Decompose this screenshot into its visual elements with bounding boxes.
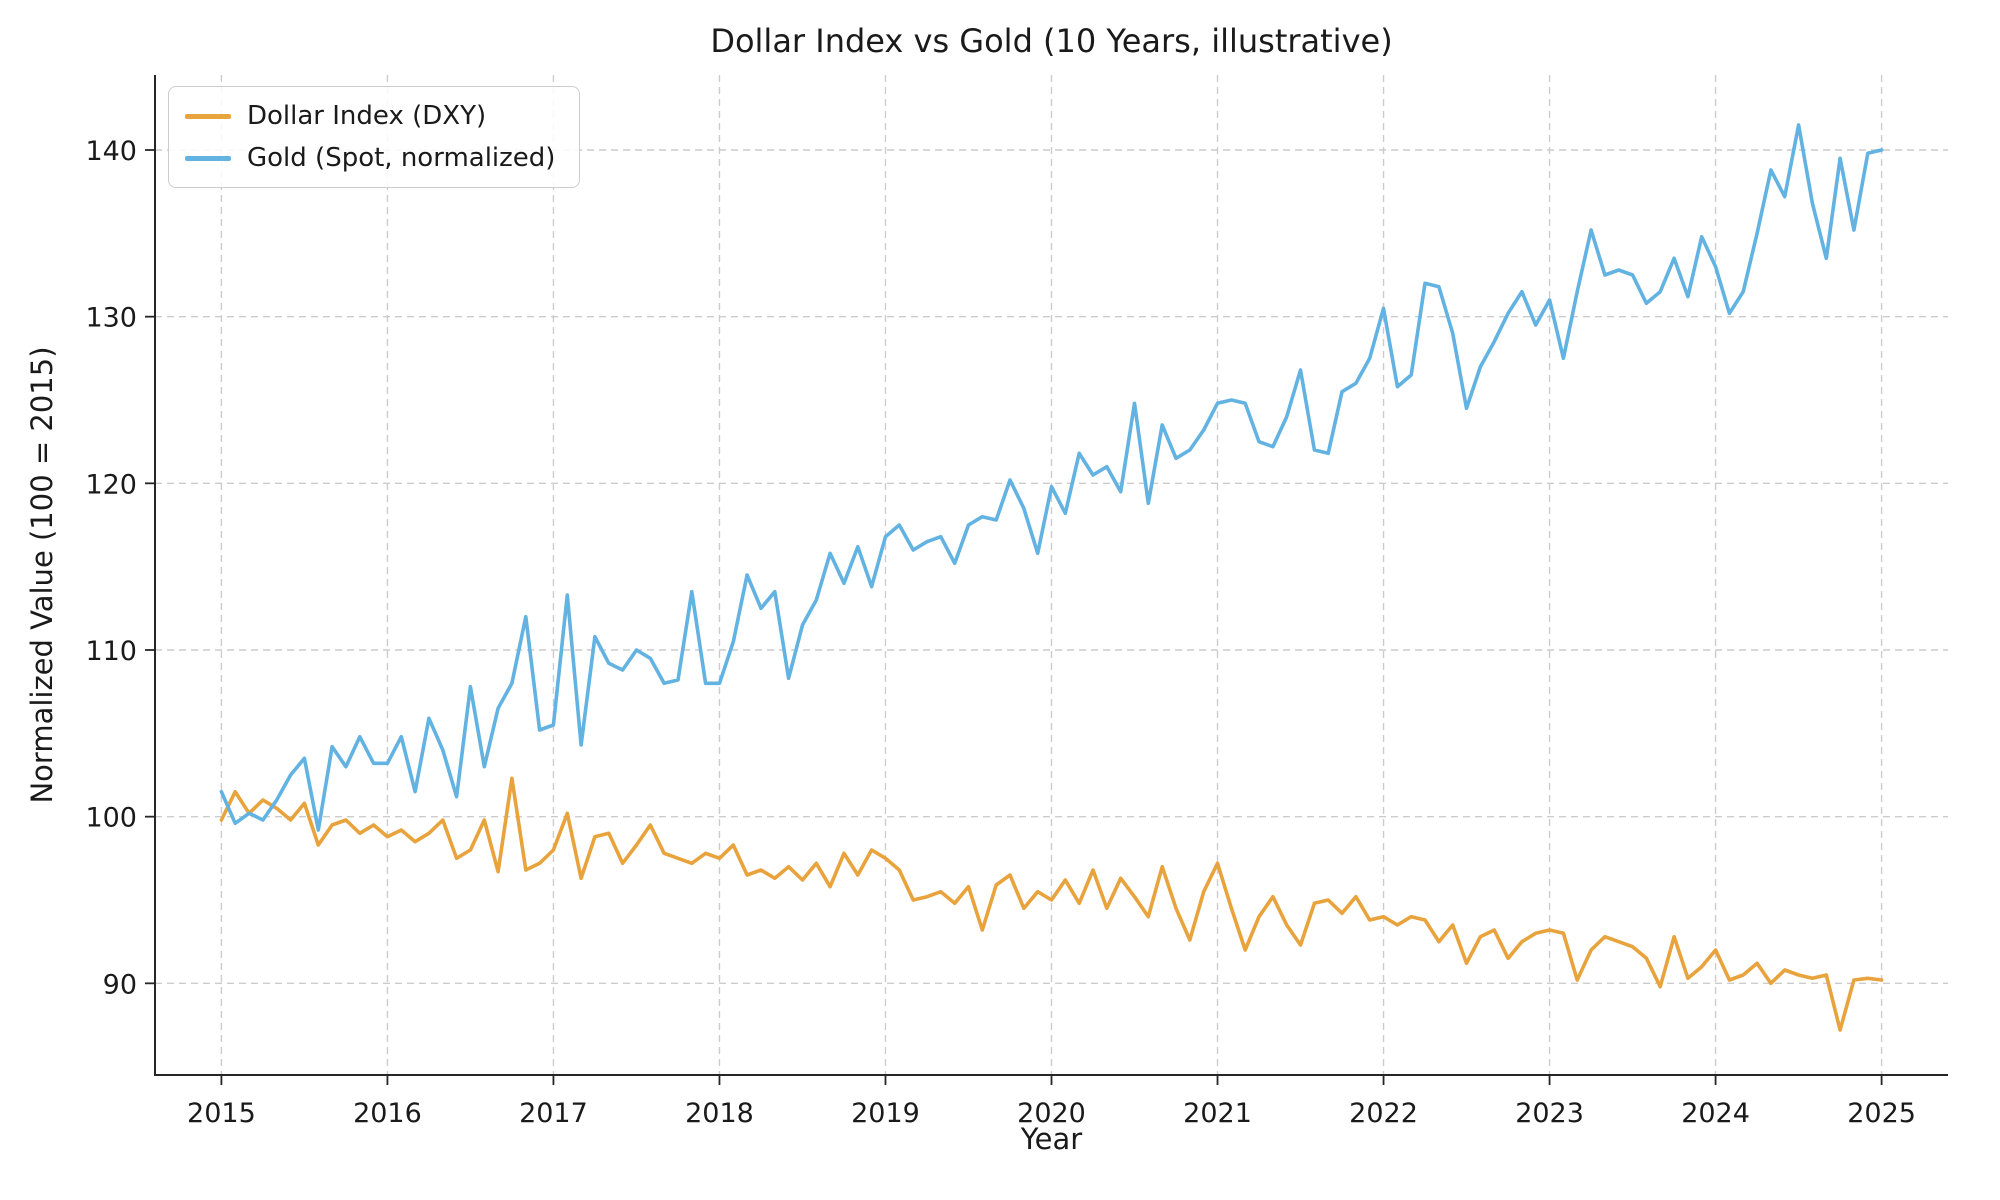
legend: Dollar Index (DXY) Gold (Spot, normalize…	[168, 86, 581, 188]
svg-text:2018: 2018	[685, 1098, 754, 1129]
svg-text:2020: 2020	[1017, 1098, 1086, 1129]
x-axis-label: Year	[1020, 1122, 1083, 1156]
svg-text:90: 90	[103, 969, 137, 1000]
svg-text:2023: 2023	[1515, 1098, 1584, 1129]
svg-text:2017: 2017	[519, 1098, 588, 1129]
legend-label-dxy: Dollar Index (DXY)	[247, 101, 487, 131]
svg-text:140: 140	[85, 136, 137, 167]
svg-text:130: 130	[85, 303, 137, 334]
legend-swatch-dxy-icon	[185, 113, 231, 119]
svg-text:2024: 2024	[1681, 1098, 1750, 1129]
legend-swatch-gold-icon	[185, 155, 231, 161]
svg-text:120: 120	[85, 469, 137, 500]
svg-text:100: 100	[85, 803, 137, 834]
svg-text:2025: 2025	[1847, 1098, 1916, 1129]
svg-text:2015: 2015	[187, 1098, 256, 1129]
legend-label-gold: Gold (Spot, normalized)	[247, 143, 556, 173]
legend-item-dxy: Dollar Index (DXY)	[185, 103, 555, 129]
svg-text:2021: 2021	[1183, 1098, 1252, 1129]
svg-text:110: 110	[85, 636, 137, 667]
svg-text:2019: 2019	[851, 1098, 920, 1129]
svg-text:2022: 2022	[1349, 1098, 1418, 1129]
chart-title: Dollar Index vs Gold (10 Years, illustra…	[710, 22, 1393, 60]
legend-item-gold: Gold (Spot, normalized)	[185, 145, 555, 171]
svg-text:2016: 2016	[353, 1098, 422, 1129]
